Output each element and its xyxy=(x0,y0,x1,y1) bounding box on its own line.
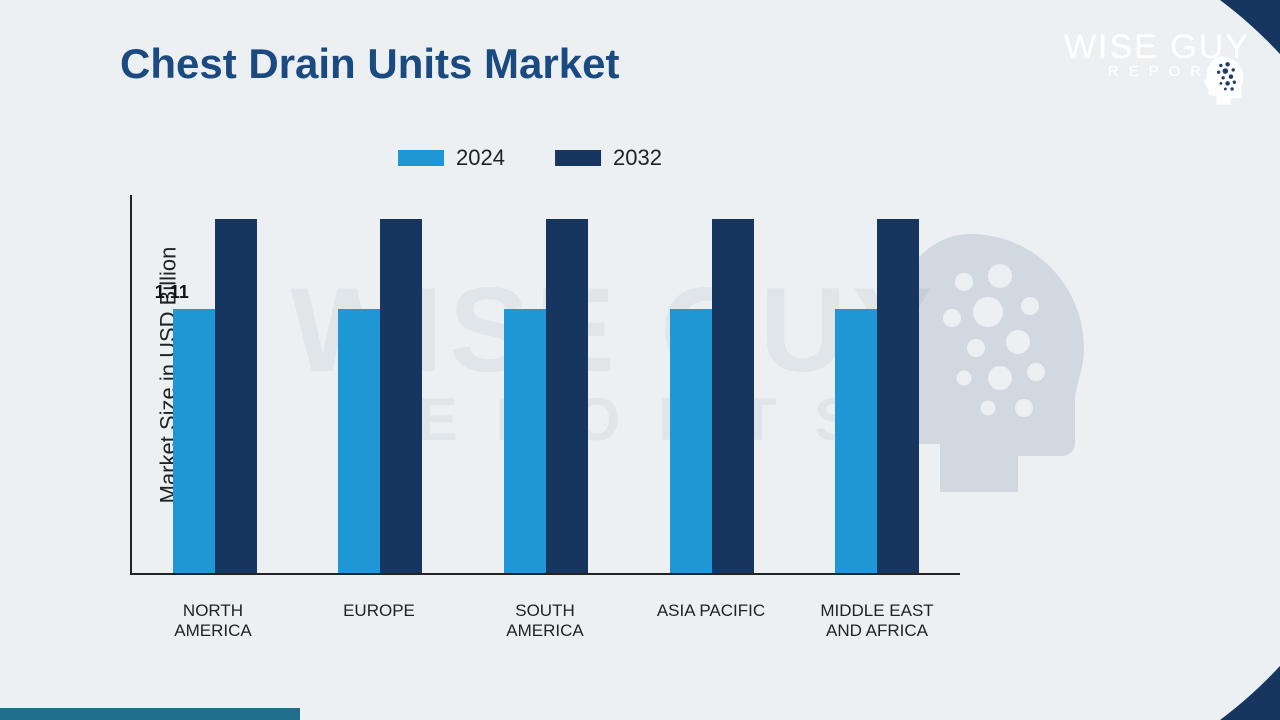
bar xyxy=(504,309,546,573)
brand-logo: WISE GUY REPORTS xyxy=(1064,28,1250,80)
bar xyxy=(877,219,919,573)
chart-card: WISE GUY REPORTS Chest Drain Units Marke… xyxy=(0,0,1280,720)
bar xyxy=(670,309,712,573)
bar xyxy=(835,309,877,573)
bar-group xyxy=(320,219,440,573)
legend-swatch-2024 xyxy=(398,150,444,166)
category-label: NORTH AMERICA xyxy=(153,601,273,640)
bar xyxy=(338,309,380,573)
legend-item-2024: 2024 xyxy=(398,145,505,171)
bar xyxy=(546,219,588,573)
bar xyxy=(380,219,422,573)
legend-item-2032: 2032 xyxy=(555,145,662,171)
brain-head-icon xyxy=(1194,52,1250,108)
bar-chart: Market Size in USD Billion 2024 2032 1.1… xyxy=(100,155,960,595)
bar-group: 1.11 xyxy=(155,219,275,573)
value-label: 1.11 xyxy=(155,282,189,303)
chart-title: Chest Drain Units Market xyxy=(120,40,619,88)
bar xyxy=(173,309,215,573)
bottom-accent-bar xyxy=(0,708,300,720)
bar-group xyxy=(817,219,937,573)
legend-swatch-2032 xyxy=(555,150,601,166)
category-labels: NORTH AMERICA EUROPE SOUTH AMERICA ASIA PAC… xyxy=(130,601,960,640)
chart-legend: 2024 2032 xyxy=(398,145,662,171)
bar xyxy=(712,219,754,573)
legend-label-2032: 2032 xyxy=(613,145,662,171)
category-label: EUROPE xyxy=(319,601,439,640)
plot-area: 1.11 xyxy=(130,195,960,575)
legend-label-2024: 2024 xyxy=(456,145,505,171)
brand-panel: WISE GUY REPORTS xyxy=(970,0,1280,720)
bar xyxy=(215,219,257,573)
bar-group xyxy=(486,219,606,573)
category-label: MIDDLE EAST AND AFRICA xyxy=(817,601,937,640)
category-label: SOUTH AMERICA xyxy=(485,601,605,640)
bar-group xyxy=(652,219,772,573)
bars-row: 1.11 xyxy=(132,195,960,573)
category-label: ASIA PACIFIC xyxy=(651,601,771,640)
